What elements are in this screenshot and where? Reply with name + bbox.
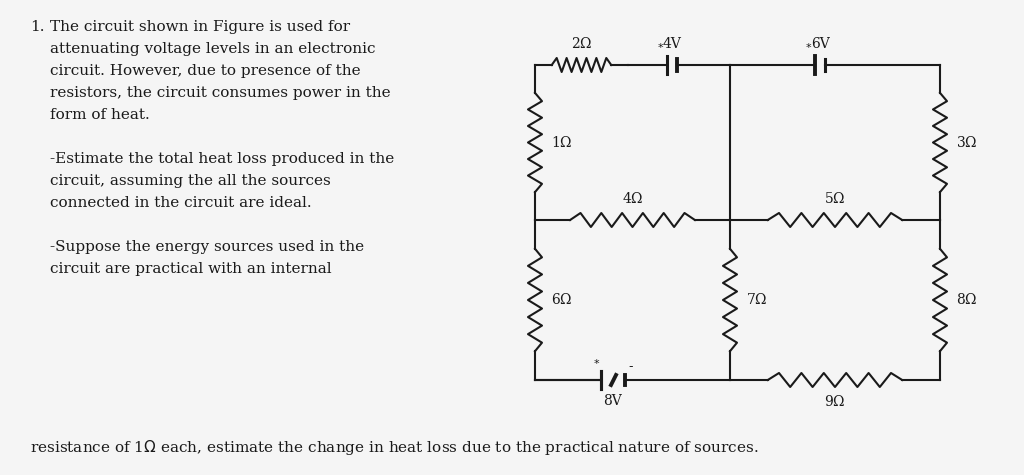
Text: 1$\Omega$: 1$\Omega$ (551, 135, 572, 150)
Text: 8$\Omega$: 8$\Omega$ (956, 293, 978, 307)
Text: *: * (657, 43, 663, 53)
Text: *: * (593, 359, 599, 369)
Text: form of heat.: form of heat. (50, 108, 150, 122)
Text: resistance of 1$\Omega$ each, estimate the change in heat loss due to the practi: resistance of 1$\Omega$ each, estimate t… (30, 438, 759, 457)
Text: circuit, assuming the all the sources: circuit, assuming the all the sources (50, 174, 331, 188)
Text: -Suppose the energy sources used in the: -Suppose the energy sources used in the (50, 240, 365, 254)
Text: -: - (629, 360, 633, 373)
Text: -Estimate the total heat loss produced in the: -Estimate the total heat loss produced i… (50, 152, 394, 166)
Text: 4V: 4V (663, 37, 681, 51)
Text: 3$\Omega$: 3$\Omega$ (956, 135, 978, 150)
Text: resistors, the circuit consumes power in the: resistors, the circuit consumes power in… (50, 86, 390, 100)
Text: 6$\Omega$: 6$\Omega$ (551, 293, 572, 307)
Text: 1.: 1. (30, 20, 44, 34)
Text: circuit are practical with an internal: circuit are practical with an internal (50, 262, 332, 276)
Text: connected in the circuit are ideal.: connected in the circuit are ideal. (50, 196, 311, 210)
Text: circuit. However, due to presence of the: circuit. However, due to presence of the (50, 64, 360, 78)
Text: 2$\Omega$: 2$\Omega$ (570, 36, 592, 51)
Text: 8V: 8V (603, 394, 623, 408)
Text: 7$\Omega$: 7$\Omega$ (746, 293, 767, 307)
Text: 9$\Omega$: 9$\Omega$ (824, 394, 846, 409)
Text: 4$\Omega$: 4$\Omega$ (622, 191, 643, 206)
Text: 5$\Omega$: 5$\Omega$ (824, 191, 846, 206)
Text: The circuit shown in Figure is used for: The circuit shown in Figure is used for (50, 20, 350, 34)
Text: *: * (805, 43, 811, 53)
Text: attenuating voltage levels in an electronic: attenuating voltage levels in an electro… (50, 42, 376, 56)
Text: 6V: 6V (811, 37, 829, 51)
